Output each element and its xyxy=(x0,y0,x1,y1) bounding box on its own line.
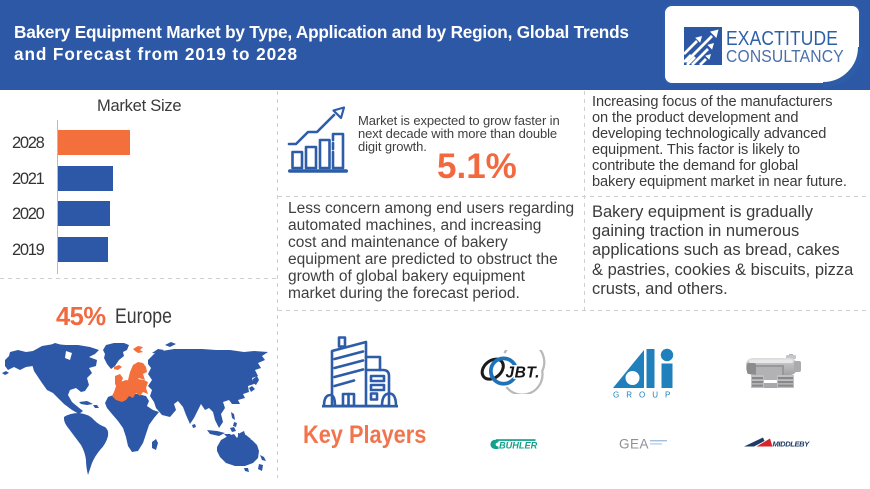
svg-text:GROUP: GROUP xyxy=(613,391,676,399)
svg-text:BÜHLER: BÜHLER xyxy=(499,441,538,450)
svg-text:MIDDLEBY: MIDDLEBY xyxy=(773,439,811,448)
svg-text:JBT.: JBT. xyxy=(505,365,539,382)
svg-text:GEA: GEA xyxy=(619,437,649,450)
